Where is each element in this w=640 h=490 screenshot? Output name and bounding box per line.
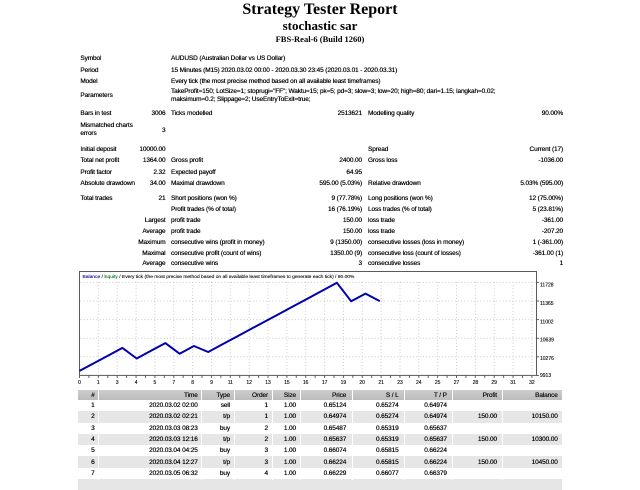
svg-text:8: 8 (191, 380, 194, 386)
svg-text:29: 29 (491, 380, 497, 386)
svg-text:11: 11 (228, 380, 233, 386)
svg-text:28: 28 (473, 380, 479, 386)
svg-text:21: 21 (378, 380, 384, 386)
svg-text:16: 16 (303, 380, 309, 386)
svg-text:10276: 10276 (540, 356, 554, 362)
svg-text:11002: 11002 (540, 319, 554, 325)
svg-text:11365: 11365 (540, 301, 554, 307)
svg-text:19: 19 (341, 380, 347, 386)
svg-text:1: 1 (97, 380, 100, 386)
svg-text:0: 0 (78, 380, 81, 386)
svg-text:24: 24 (416, 380, 422, 386)
svg-text:20: 20 (359, 380, 365, 386)
svg-text:11728: 11728 (540, 283, 554, 289)
svg-text:Balance / Equity / Every tick: Balance / Equity / Every tick (the most … (83, 274, 356, 280)
svg-text:9: 9 (210, 380, 213, 386)
svg-text:23: 23 (397, 380, 403, 386)
svg-text:10639: 10639 (540, 338, 554, 344)
svg-text:17: 17 (322, 380, 328, 386)
svg-text:15: 15 (284, 380, 290, 386)
svg-text:4: 4 (135, 380, 138, 386)
svg-text:12: 12 (246, 380, 252, 386)
svg-text:31: 31 (510, 380, 516, 386)
svg-text:3: 3 (116, 380, 119, 386)
svg-text:27: 27 (454, 380, 460, 386)
svg-text:9913: 9913 (540, 373, 551, 379)
svg-text:7: 7 (172, 380, 175, 386)
svg-text:25: 25 (435, 380, 441, 386)
svg-text:32: 32 (529, 380, 535, 386)
svg-text:5: 5 (154, 380, 157, 386)
svg-text:13: 13 (265, 380, 271, 386)
